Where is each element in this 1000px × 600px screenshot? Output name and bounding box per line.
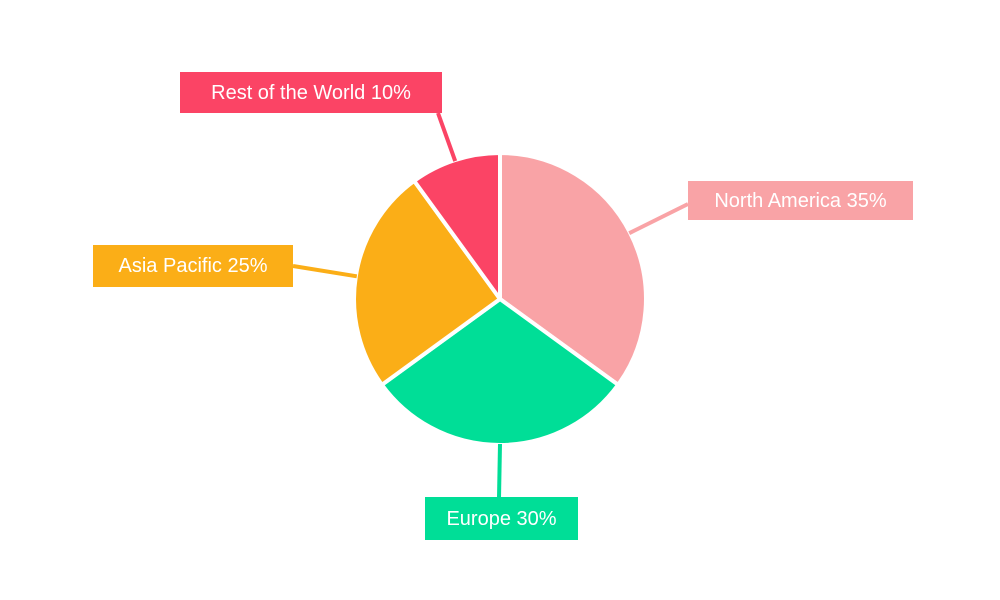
leader-line-rest-of-the-world	[436, 112, 458, 162]
callout-label-north-america: North America 35%	[688, 181, 913, 220]
leader-line-north-america	[628, 202, 689, 235]
callout-label-rest-of-the-world: Rest of the World 10%	[180, 72, 442, 113]
callout-label-asia-pacific: Asia Pacific 25%	[93, 245, 293, 287]
callout-label-europe: Europe 30%	[425, 497, 578, 540]
leader-line-europe	[497, 443, 502, 499]
leader-line-asia-pacific	[292, 264, 358, 279]
